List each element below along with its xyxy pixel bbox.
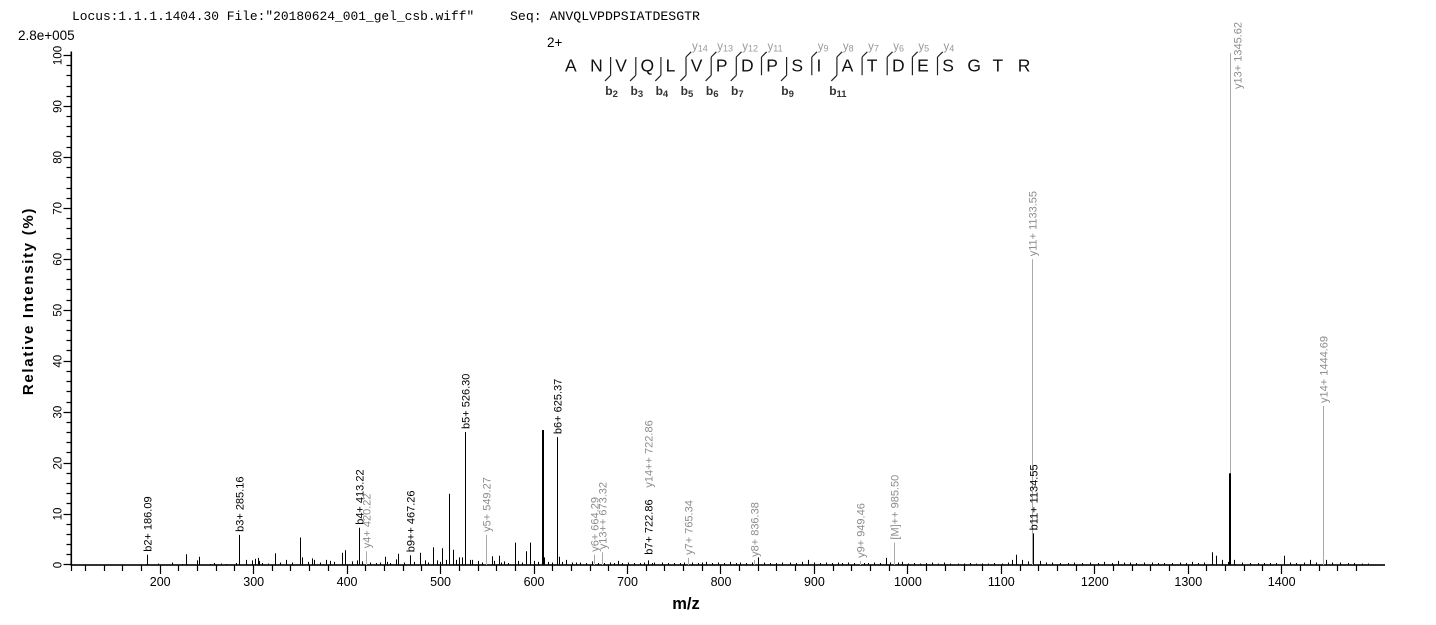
svg-text:T: T xyxy=(993,56,1004,76)
svg-text:A: A xyxy=(842,56,854,76)
svg-text:y11+ 1133.55: y11+ 1133.55 xyxy=(1028,191,1040,256)
svg-text:b4+ 413.22: b4+ 413.22 xyxy=(355,469,367,524)
svg-text:y8+ 836.38: y8+ 836.38 xyxy=(750,502,762,557)
svg-text:m/z: m/z xyxy=(672,595,700,613)
svg-text:S: S xyxy=(791,56,803,76)
svg-text:R: R xyxy=(1018,56,1031,76)
svg-text:N: N xyxy=(590,56,603,76)
svg-text:[M]++ 985.50: [M]++ 985.50 xyxy=(890,475,902,540)
svg-text:70: 70 xyxy=(53,202,65,215)
svg-text:y12: y12 xyxy=(742,41,758,54)
svg-text:D: D xyxy=(892,56,905,76)
svg-text:y5: y5 xyxy=(918,41,929,54)
svg-text:b3: b3 xyxy=(630,84,643,100)
svg-text:y4: y4 xyxy=(944,41,955,54)
svg-text:b5: b5 xyxy=(681,84,694,100)
svg-text:E: E xyxy=(917,56,929,76)
svg-text:y11: y11 xyxy=(768,41,783,54)
svg-text:y13: y13 xyxy=(717,41,733,54)
svg-text:I: I xyxy=(817,56,822,76)
svg-text:y5+ 549.27: y5+ 549.27 xyxy=(482,477,494,532)
svg-text:b11+ 1134.55: b11+ 1134.55 xyxy=(1029,464,1041,530)
svg-text:b3+ 285.16: b3+ 285.16 xyxy=(235,477,247,532)
svg-text:500: 500 xyxy=(430,575,451,589)
svg-text:b11: b11 xyxy=(829,84,847,100)
svg-text:S: S xyxy=(942,56,954,76)
svg-text:V: V xyxy=(615,56,627,76)
svg-text:400: 400 xyxy=(337,575,358,589)
svg-text:b2+ 186.09: b2+ 186.09 xyxy=(143,496,155,551)
svg-text:y14+ 1444.69: y14+ 1444.69 xyxy=(1319,336,1331,403)
svg-text:y7: y7 xyxy=(868,41,879,54)
svg-text:50: 50 xyxy=(53,304,65,317)
svg-text:Relative Intensity (%): Relative Intensity (%) xyxy=(20,207,37,395)
svg-text:V: V xyxy=(691,56,703,76)
svg-text:Locus:1.1.1.1404.30 File:"2018: Locus:1.1.1.1404.30 File:"20180624_001_g… xyxy=(72,9,474,24)
svg-text:y4+ 420.22: y4+ 420.22 xyxy=(362,493,374,548)
svg-text:80: 80 xyxy=(53,151,65,164)
svg-text:2+: 2+ xyxy=(547,35,563,50)
svg-text:P: P xyxy=(766,56,778,76)
svg-text:10: 10 xyxy=(53,508,65,521)
svg-text:y14: y14 xyxy=(692,41,708,54)
svg-text:600: 600 xyxy=(524,575,545,589)
svg-text:y9+ 949.46: y9+ 949.46 xyxy=(856,503,868,558)
svg-text:1200: 1200 xyxy=(1081,575,1109,589)
svg-text:y6: y6 xyxy=(893,41,904,54)
svg-text:y13++ 673.32: y13++ 673.32 xyxy=(598,482,610,549)
svg-text:y14++ 722.86: y14++ 722.86 xyxy=(644,420,656,487)
svg-text:A: A xyxy=(565,56,577,76)
svg-text:b5+ 526.30: b5+ 526.30 xyxy=(461,374,473,429)
svg-text:y8: y8 xyxy=(843,41,854,54)
svg-text:1000: 1000 xyxy=(894,575,922,589)
svg-text:b7: b7 xyxy=(731,84,744,100)
svg-text:b2: b2 xyxy=(605,84,618,100)
svg-text:30: 30 xyxy=(53,406,65,419)
svg-text:60: 60 xyxy=(53,253,65,266)
svg-text:b9++ 467.26: b9++ 467.26 xyxy=(406,491,418,553)
svg-text:y9: y9 xyxy=(818,41,829,54)
svg-text:100: 100 xyxy=(53,46,65,65)
svg-text:b6: b6 xyxy=(706,84,719,100)
svg-text:Q: Q xyxy=(641,56,655,76)
svg-text:y6+ 664.29: y6+ 664.29 xyxy=(590,497,602,552)
svg-text:2.8e+005: 2.8e+005 xyxy=(18,28,75,43)
svg-text:b6+ 625.37: b6+ 625.37 xyxy=(553,379,565,434)
svg-text:D: D xyxy=(741,56,754,76)
svg-text:800: 800 xyxy=(711,575,732,589)
svg-text:G: G xyxy=(967,56,981,76)
svg-text:700: 700 xyxy=(617,575,638,589)
svg-text:90: 90 xyxy=(53,100,65,113)
svg-text:20: 20 xyxy=(53,457,65,470)
svg-text:P: P xyxy=(716,56,728,76)
svg-text:b9: b9 xyxy=(781,84,794,100)
svg-text:b7+ 722.86: b7+ 722.86 xyxy=(644,499,656,554)
svg-text:T: T xyxy=(867,56,878,76)
svg-text:200: 200 xyxy=(150,575,171,589)
svg-text:0: 0 xyxy=(53,562,65,568)
svg-text:1400: 1400 xyxy=(1268,575,1296,589)
svg-text:b4: b4 xyxy=(656,84,669,100)
svg-text:Seq: ANVQLVPDPSIATDESGTR: Seq: ANVQLVPDPSIATDESGTR xyxy=(510,9,700,24)
svg-text:1300: 1300 xyxy=(1174,575,1202,589)
svg-text:300: 300 xyxy=(243,575,264,589)
svg-text:900: 900 xyxy=(804,575,825,589)
svg-text:L: L xyxy=(666,56,676,76)
svg-text:y7+ 765.34: y7+ 765.34 xyxy=(684,500,696,555)
svg-text:y13+ 1345.62: y13+ 1345.62 xyxy=(1233,22,1245,89)
svg-text:1100: 1100 xyxy=(988,575,1015,589)
svg-text:40: 40 xyxy=(53,355,65,368)
